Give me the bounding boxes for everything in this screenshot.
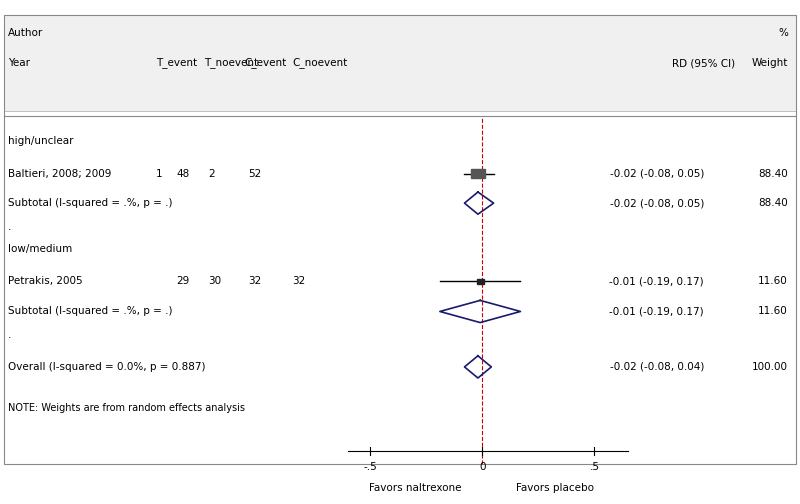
Bar xyxy=(477,279,484,283)
Text: 11.60: 11.60 xyxy=(758,276,788,286)
Bar xyxy=(470,169,485,178)
Text: .: . xyxy=(8,222,11,232)
Text: .5: .5 xyxy=(590,462,599,472)
Text: 0: 0 xyxy=(479,462,486,472)
Text: T_event: T_event xyxy=(156,57,197,69)
Text: 2: 2 xyxy=(208,169,214,179)
Text: Weight: Weight xyxy=(752,58,788,68)
Text: -0.02 (-0.08, 0.04): -0.02 (-0.08, 0.04) xyxy=(610,362,704,372)
Text: Petrakis, 2005: Petrakis, 2005 xyxy=(8,276,82,286)
Text: 11.60: 11.60 xyxy=(758,306,788,317)
Text: C_noevent: C_noevent xyxy=(292,57,347,69)
Text: 52: 52 xyxy=(248,169,262,179)
Text: 88.40: 88.40 xyxy=(758,198,788,208)
Text: -0.01 (-0.19, 0.17): -0.01 (-0.19, 0.17) xyxy=(610,306,704,317)
Text: Author: Author xyxy=(8,28,43,38)
Text: Subtotal (I-squared = .%, p = .): Subtotal (I-squared = .%, p = .) xyxy=(8,198,173,208)
Text: Favors naltrexone: Favors naltrexone xyxy=(369,483,462,493)
FancyBboxPatch shape xyxy=(4,15,796,111)
Text: 30: 30 xyxy=(208,276,221,286)
Text: 29: 29 xyxy=(176,276,190,286)
Text: 32: 32 xyxy=(292,276,306,286)
Text: -0.01 (-0.19, 0.17): -0.01 (-0.19, 0.17) xyxy=(610,276,704,286)
Text: %: % xyxy=(778,28,788,38)
Text: 1: 1 xyxy=(156,169,162,179)
Text: high/unclear: high/unclear xyxy=(8,136,74,146)
Text: 32: 32 xyxy=(248,276,262,286)
Text: -.5: -.5 xyxy=(363,462,378,472)
Text: T_noevent: T_noevent xyxy=(204,57,258,69)
Text: Favors placebo: Favors placebo xyxy=(516,483,594,493)
Text: -0.02 (-0.08, 0.05): -0.02 (-0.08, 0.05) xyxy=(610,169,704,179)
Text: .: . xyxy=(8,330,11,340)
Text: 88.40: 88.40 xyxy=(758,169,788,179)
Text: C_event: C_event xyxy=(244,57,286,69)
Text: Overall (I-squared = 0.0%, p = 0.887): Overall (I-squared = 0.0%, p = 0.887) xyxy=(8,362,206,372)
Text: 100.00: 100.00 xyxy=(752,362,788,372)
Text: Subtotal (I-squared = .%, p = .): Subtotal (I-squared = .%, p = .) xyxy=(8,306,173,317)
Text: NOTE: Weights are from random effects analysis: NOTE: Weights are from random effects an… xyxy=(8,403,245,413)
Text: Year: Year xyxy=(8,58,30,68)
Text: Baltieri, 2008; 2009: Baltieri, 2008; 2009 xyxy=(8,169,111,179)
Text: 48: 48 xyxy=(176,169,190,179)
Text: RD (95% CI): RD (95% CI) xyxy=(672,58,735,68)
Text: -0.02 (-0.08, 0.05): -0.02 (-0.08, 0.05) xyxy=(610,198,704,208)
Text: low/medium: low/medium xyxy=(8,244,72,255)
